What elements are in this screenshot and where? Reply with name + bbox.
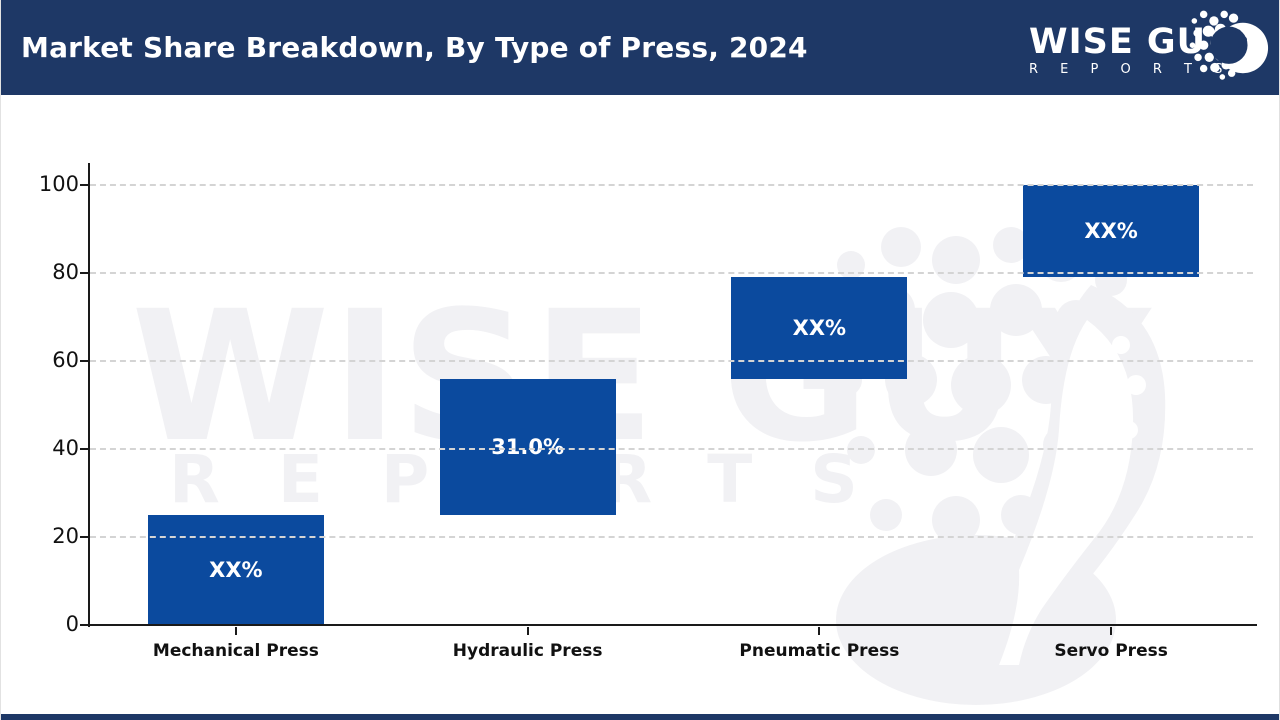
x-tick-mark xyxy=(526,627,529,635)
x-tick-mark xyxy=(818,627,821,635)
y-tick-mark xyxy=(80,360,88,362)
y-tick-label: 80 xyxy=(52,260,79,284)
x-axis-line xyxy=(88,624,1257,626)
logo-wordmark: WISE GUY R E P O R T S xyxy=(1029,22,1233,77)
bar-value-label: XX% xyxy=(792,315,847,340)
chart-title: Market Share Breakdown, By Type of Press… xyxy=(21,31,808,64)
y-tick-mark xyxy=(80,536,88,538)
bar-servo-press: XX% xyxy=(1023,185,1200,278)
gridline-60 xyxy=(90,360,1253,362)
bar-value-label: 31.0% xyxy=(491,434,565,459)
footer-bar xyxy=(1,714,1279,720)
y-tick-label: 20 xyxy=(52,524,79,548)
gridline-80 xyxy=(90,272,1253,274)
x-tick-mark xyxy=(234,627,237,635)
y-tick-label: 60 xyxy=(52,348,79,372)
gridline-20 xyxy=(90,536,1253,538)
x-category-label: Pneumatic Press xyxy=(739,641,900,661)
x-category-label: Hydraulic Press xyxy=(452,641,603,661)
brand-logo: WISE GUY R E P O R T S xyxy=(1029,4,1269,92)
header-bar: Market Share Breakdown, By Type of Press… xyxy=(1,0,1279,95)
x-category-label: Mechanical Press xyxy=(152,641,319,661)
y-tick-label: 100 xyxy=(38,172,79,196)
logo-face-icon xyxy=(1189,10,1269,80)
gridline-40 xyxy=(90,448,1253,450)
y-tick-mark xyxy=(80,448,88,450)
bar-mechanical-press: XX% xyxy=(147,515,324,625)
x-category-label: Servo Press xyxy=(1054,641,1168,661)
gridline-100 xyxy=(90,184,1253,186)
bar-value-label: XX% xyxy=(1084,219,1138,244)
y-tick-label: 40 xyxy=(52,436,79,460)
bar-pneumatic-press: XX% xyxy=(731,277,908,379)
x-tick-mark xyxy=(1110,627,1113,635)
logo-wordmark-line2: R E P O R T S xyxy=(1029,62,1232,77)
bar-hydraulic-press: 31.0% xyxy=(439,378,616,515)
y-axis-line xyxy=(88,163,90,627)
y-tick-label: 0 xyxy=(65,612,79,636)
y-tick-mark xyxy=(80,624,88,626)
logo-wordmark-line1: WISE GUY xyxy=(1029,22,1233,62)
y-tick-mark xyxy=(80,272,88,274)
bar-value-label: XX% xyxy=(209,558,263,582)
y-tick-mark xyxy=(80,184,88,186)
